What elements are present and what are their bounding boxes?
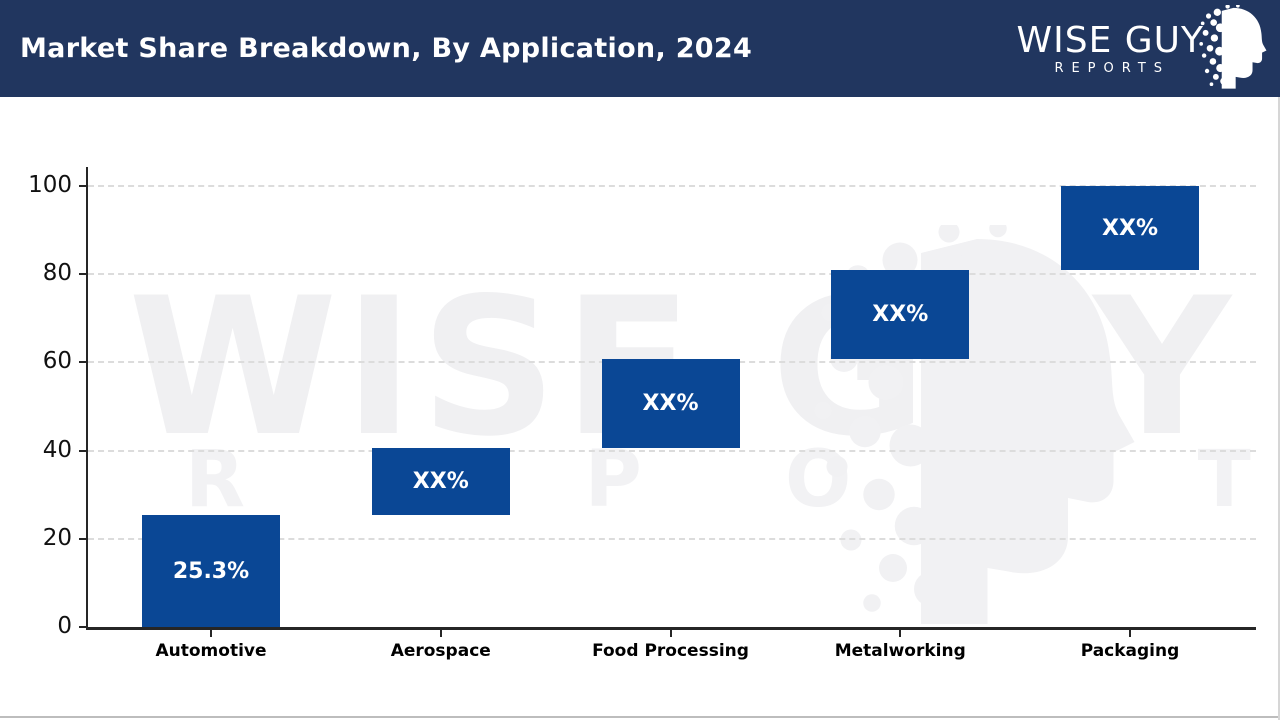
header-bar: Market Share Breakdown, By Application, …: [0, 0, 1280, 97]
x-tick-mark-aerospace: [439, 630, 442, 637]
brand-logo: WISE GUY REPORTS: [1017, 4, 1280, 93]
y-tick-mark-100: [79, 185, 87, 187]
bar-automotive: 25.3%: [142, 515, 280, 627]
bar-value-label-food-processing: XX%: [642, 391, 699, 417]
brand-logo-text: WISE GUY REPORTS: [1017, 21, 1205, 77]
y-tick-mark-60: [79, 361, 87, 364]
gridline-100: [88, 185, 1256, 187]
x-tick-mark-metalworking: [899, 630, 902, 637]
bar-value-label-aerospace: XX%: [412, 469, 469, 495]
x-tick-mark-packaging: [1129, 630, 1131, 637]
y-tick-label-20: 20: [42, 524, 72, 551]
x-axis-line: [86, 627, 1256, 630]
page-title: Market Share Breakdown, By Application, …: [20, 33, 753, 64]
x-tick-mark-automotive: [210, 630, 212, 637]
y-tick-label-0: 0: [57, 613, 72, 639]
y-tick-mark-20: [79, 537, 87, 540]
face-profile-icon: [1199, 4, 1267, 89]
bar-aerospace: XX%: [371, 448, 510, 516]
y-tick-mark-40: [79, 449, 87, 452]
y-tick-mark-80: [79, 273, 87, 276]
y-tick-mark-0: [79, 626, 87, 628]
brand-logo-name: WISE GUY: [1016, 19, 1204, 61]
y-tick-label-100: 100: [28, 172, 72, 198]
bar-packaging: XX%: [1061, 186, 1199, 271]
x-tick-mark-food-processing: [669, 630, 672, 637]
bar-metalworking: XX%: [831, 270, 970, 360]
gridline-80: [88, 273, 1256, 276]
bar-food-processing: XX%: [601, 359, 740, 449]
gridline-20: [88, 537, 1256, 540]
x-tick-label-food-processing: Food Processing: [592, 641, 749, 661]
bar-value-label-metalworking: XX%: [872, 302, 929, 328]
x-tick-label-automotive: Automotive: [155, 641, 267, 661]
y-tick-label-40: 40: [42, 436, 72, 463]
x-tick-label-metalworking: Metalworking: [834, 641, 966, 661]
y-tick-label-80: 80: [42, 260, 72, 287]
x-tick-label-packaging: Packaging: [1080, 641, 1180, 661]
watermark-face-icon: [814, 225, 1135, 624]
page-right-border: [1278, 97, 1280, 720]
bar-value-label-automotive: 25.3%: [172, 558, 250, 584]
gridline-40: [88, 449, 1256, 452]
bar-value-label-packaging: XX%: [1102, 215, 1158, 241]
y-axis-line: [86, 167, 88, 630]
chart-area: WISE GUY R E P O R T S 02040608010025.3%…: [0, 97, 1280, 718]
y-tick-label-60: 60: [42, 348, 72, 375]
brand-logo-subname: REPORTS: [1054, 61, 1171, 77]
x-tick-label-aerospace: Aerospace: [390, 641, 491, 661]
page-bottom-border: [0, 716, 1280, 718]
